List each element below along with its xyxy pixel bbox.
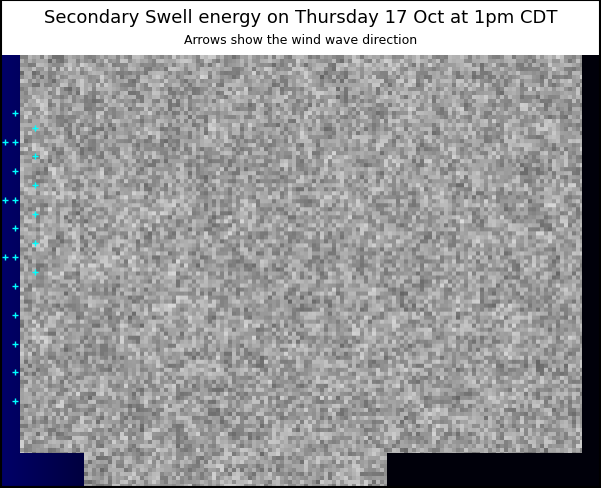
Text: Secondary Swell energy on Thursday 17 Oct at 1pm CDT: Secondary Swell energy on Thursday 17 Oc… — [44, 9, 557, 27]
Text: Arrows show the wind wave direction: Arrows show the wind wave direction — [184, 34, 417, 47]
